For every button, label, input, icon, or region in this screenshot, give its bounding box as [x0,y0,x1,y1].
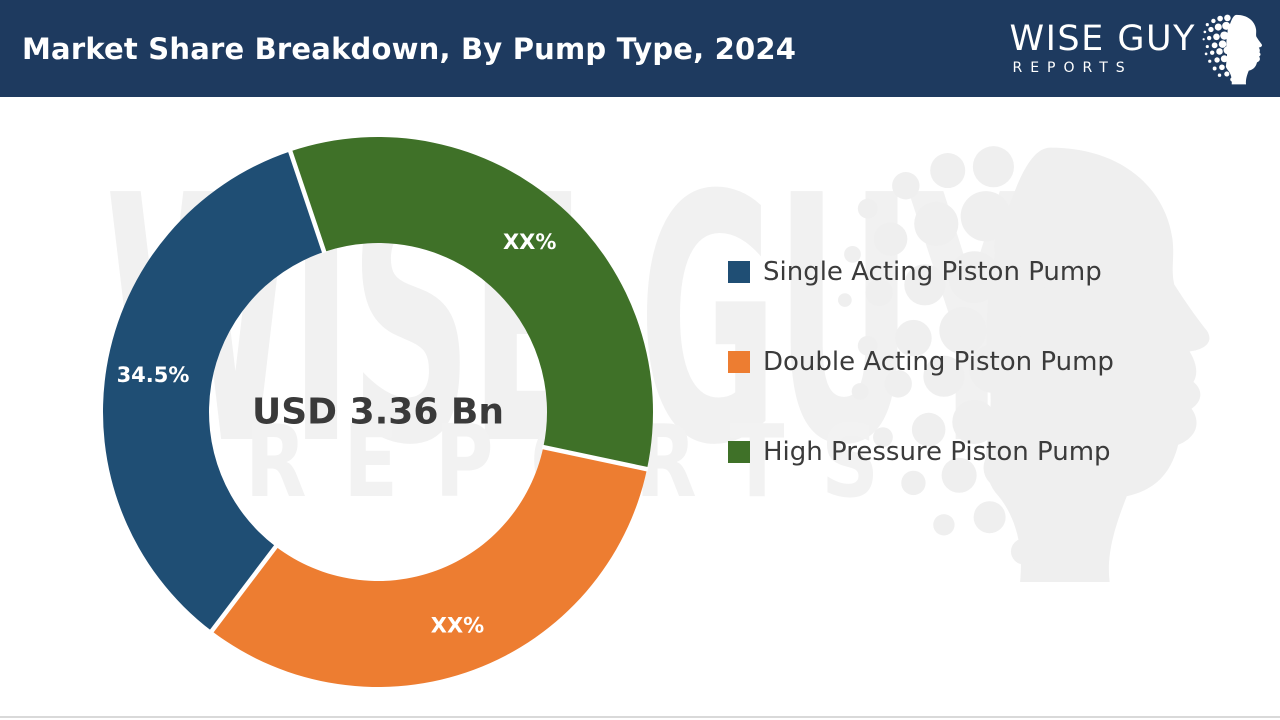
segment-value-label: 34.5% [117,363,190,387]
legend-label: Double Acting Piston Pump [763,347,1114,377]
donut-segment[interactable] [103,151,325,632]
donut-chart[interactable]: 34.5% XX% XX% USD 3.36 Bn [0,97,760,718]
legend-swatch-orange [728,351,750,373]
wiseguy-face-icon [1202,14,1262,85]
donut-segment[interactable] [290,137,654,470]
legend-item-single-acting[interactable]: Single Acting Piston Pump [728,257,1114,287]
donut-center-value: USD 3.36 Bn [252,392,504,433]
segment-value-label: XX% [431,614,484,638]
segment-value-label: XX% [503,230,556,254]
segment-divider [209,544,279,634]
segment-divider [541,444,649,472]
wiseguy-logo: WISE GUY REPORTS [1009,6,1264,92]
legend-item-double-acting[interactable]: Double Acting Piston Pump [728,347,1114,377]
chart-area: WISE GUY REPORTS 34.5%XX%XX% USD 3.36 Bn… [0,97,1280,718]
legend-item-high-pressure[interactable]: High Pressure Piston Pump [728,437,1114,467]
footer-divider [0,716,1280,718]
header-bar: Market Share Breakdown, By Pump Type, 20… [0,0,1280,97]
logo-wordmark: WISE GUY [1009,19,1196,59]
legend-swatch-blue [728,261,750,283]
legend-label: High Pressure Piston Pump [763,437,1111,467]
legend-swatch-green [728,441,750,463]
page-title: Market Share Breakdown, By Pump Type, 20… [22,31,797,66]
legend-label: Single Acting Piston Pump [763,257,1102,287]
chart-legend: Single Acting Piston Pump Double Acting … [728,257,1114,527]
segment-divider [287,149,327,254]
donut-segment[interactable] [211,447,647,687]
logo-subtext: REPORTS [1012,60,1133,76]
